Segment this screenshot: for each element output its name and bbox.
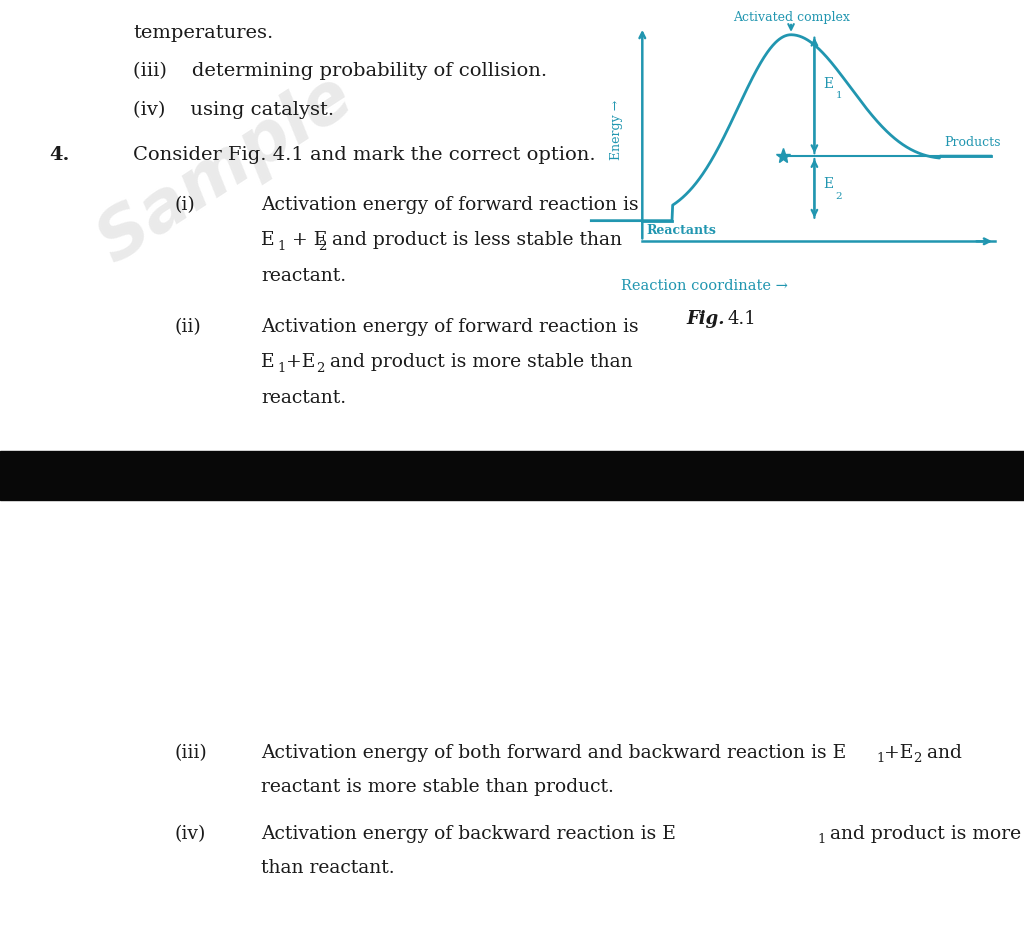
- Text: E: E: [823, 177, 834, 192]
- Text: +E: +E: [286, 353, 315, 372]
- Text: Reactants: Reactants: [646, 223, 717, 237]
- Text: +E: +E: [884, 744, 913, 762]
- Text: 1: 1: [877, 752, 885, 765]
- Text: (i): (i): [174, 195, 195, 214]
- Text: and product is less stable than: and product is less stable than: [326, 231, 622, 250]
- Text: Activation energy of forward reaction is: Activation energy of forward reaction is: [261, 317, 639, 336]
- Text: Reaction coordinate →: Reaction coordinate →: [622, 280, 787, 293]
- Text: E: E: [823, 77, 834, 91]
- Text: (iii): (iii): [174, 744, 207, 762]
- Text: + E: + E: [286, 231, 327, 250]
- Text: Consider Fig. 4.1 and mark the correct option.: Consider Fig. 4.1 and mark the correct o…: [133, 146, 596, 164]
- Text: reactant.: reactant.: [261, 267, 346, 285]
- Bar: [0, 451, 1024, 500]
- Text: 2: 2: [318, 239, 327, 253]
- Text: Energy →: Energy →: [610, 100, 624, 161]
- Text: 1: 1: [278, 239, 286, 253]
- Text: 2: 2: [913, 752, 922, 765]
- Text: E: E: [261, 231, 274, 250]
- Text: Activation energy of both forward and backward reaction is E: Activation energy of both forward and ba…: [261, 744, 847, 762]
- Text: and: and: [921, 744, 962, 762]
- Text: 2: 2: [836, 192, 843, 201]
- Text: reactant is more stable than product.: reactant is more stable than product.: [261, 777, 614, 796]
- Text: 1: 1: [278, 362, 286, 375]
- Text: Activated complex: Activated complex: [732, 11, 850, 24]
- Text: (iv): (iv): [174, 824, 206, 843]
- Text: and product is more stable: and product is more stable: [824, 824, 1024, 843]
- Text: 1: 1: [817, 833, 825, 846]
- Text: Activation energy of forward reaction is: Activation energy of forward reaction is: [261, 195, 639, 214]
- Text: (iv)    using catalyst.: (iv) using catalyst.: [133, 100, 334, 119]
- Text: Sample: Sample: [85, 62, 366, 276]
- Text: (iii)    determining probability of collision.: (iii) determining probability of collisi…: [133, 62, 547, 81]
- Text: (ii): (ii): [174, 317, 201, 336]
- Text: 1: 1: [836, 91, 843, 100]
- Text: 23/04/18: 23/04/18: [942, 461, 998, 474]
- Text: Fig.: Fig.: [686, 310, 725, 329]
- Text: reactant.: reactant.: [261, 389, 346, 408]
- Text: Activation energy of backward reaction is E: Activation energy of backward reaction i…: [261, 824, 676, 843]
- Text: 2: 2: [316, 362, 325, 375]
- Text: 4.1: 4.1: [727, 310, 756, 329]
- Text: and product is more stable than: and product is more stable than: [324, 353, 632, 372]
- Text: Products: Products: [944, 136, 1000, 148]
- Text: than reactant.: than reactant.: [261, 858, 394, 877]
- Text: E: E: [261, 353, 274, 372]
- Text: temperatures.: temperatures.: [133, 23, 273, 42]
- Text: 4.: 4.: [49, 146, 70, 164]
